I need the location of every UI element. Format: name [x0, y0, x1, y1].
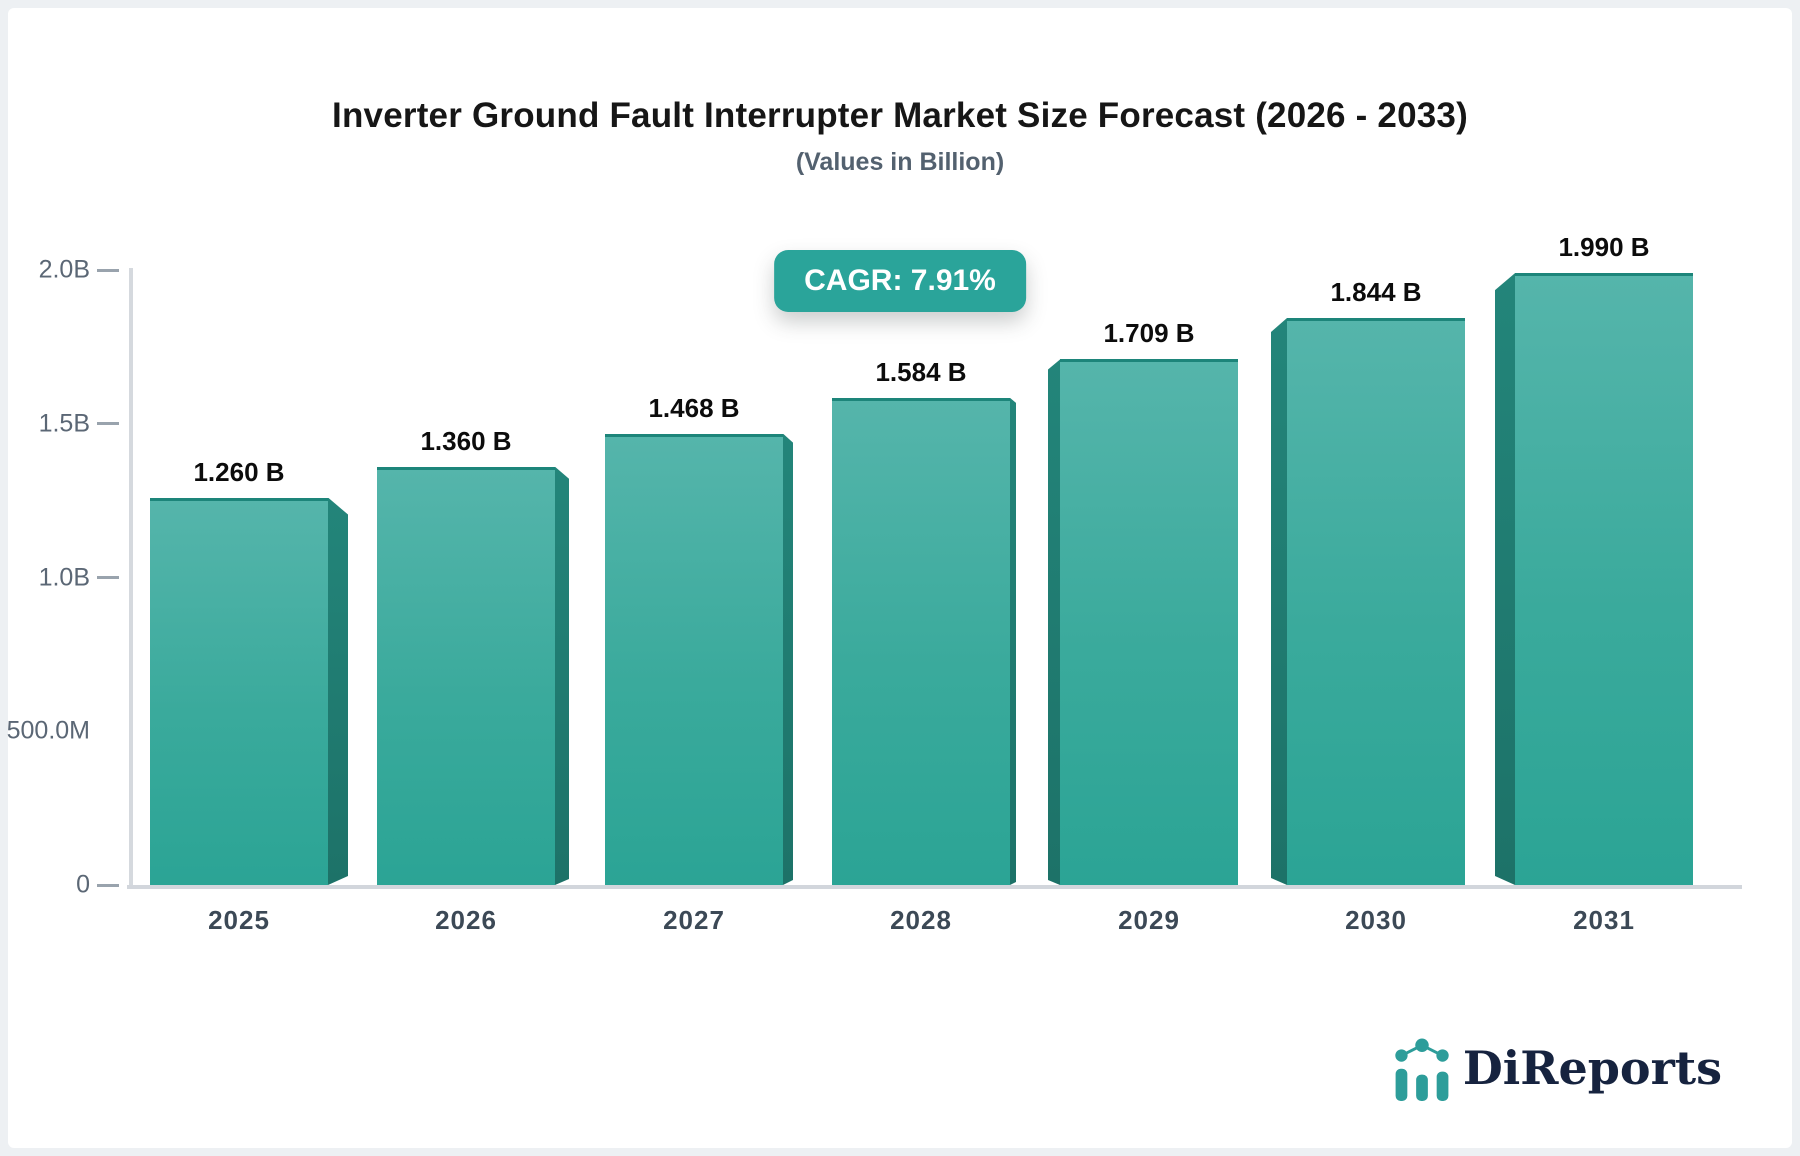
y-axis-tick — [97, 883, 119, 887]
logo-text: DiReports — [1462, 1041, 1722, 1095]
bar-2025 — [150, 497, 328, 885]
x-axis-line — [127, 885, 1742, 889]
x-axis-label: 2028 — [890, 905, 952, 935]
chart-subtitle: (Values in Billion) — [795, 148, 1005, 176]
bar-2028 — [832, 397, 1010, 885]
direports-logo[interactable]: DiReports — [1391, 1035, 1722, 1101]
bar-value-label: 1.709 B — [1103, 318, 1195, 349]
bar-line-chart-icon — [1395, 1038, 1449, 1101]
bar-side-face — [1495, 273, 1515, 885]
bar-value-label: 1.360 B — [420, 425, 512, 456]
bar-side-face — [555, 467, 569, 885]
bar-value-label: 1.584 B — [875, 356, 967, 387]
bar-2031 — [1515, 273, 1693, 885]
bar-side-face — [783, 434, 793, 885]
x-axis-label: 2030 — [1345, 905, 1407, 935]
bar-value-label: 1.260 B — [193, 456, 285, 487]
chart-title: Inverter Ground Fault Interrupter Market… — [332, 96, 1468, 135]
x-axis-label: 2026 — [435, 905, 497, 935]
y-axis-tick-label: 500.0M — [6, 716, 90, 745]
x-axis-label: 2025 — [208, 905, 270, 935]
cagr-badge: CAGR: 7.91% — [774, 250, 1026, 312]
bar-2026 — [377, 466, 555, 885]
bar-2027 — [605, 433, 783, 885]
y-axis-tick — [97, 422, 119, 426]
y-axis-tick — [97, 576, 119, 579]
bar-2030 — [1287, 317, 1465, 885]
x-axis-label: 2029 — [1118, 905, 1180, 935]
bar-side-face — [1271, 318, 1287, 885]
bar-2029 — [1060, 359, 1238, 885]
bar-value-label: 1.468 B — [648, 392, 740, 423]
bar-side-face — [1010, 398, 1016, 885]
bar-value-label: 1.990 B — [1558, 232, 1650, 263]
y-axis-tick-label: 2.0B — [38, 255, 90, 284]
y-axis-tick-label: 0 — [76, 870, 90, 899]
y-axis-tick-label: 1.5B — [38, 409, 90, 438]
bar-side-face — [328, 498, 348, 885]
y-axis-tick-label: 1.0B — [38, 563, 90, 591]
x-axis-label: 2027 — [663, 905, 725, 935]
bar-side-face — [1048, 359, 1060, 885]
y-axis-line — [129, 268, 133, 889]
bar-value-label: 1.844 B — [1330, 276, 1422, 307]
x-axis-label: 2031 — [1573, 905, 1635, 935]
y-axis-tick — [97, 268, 119, 272]
